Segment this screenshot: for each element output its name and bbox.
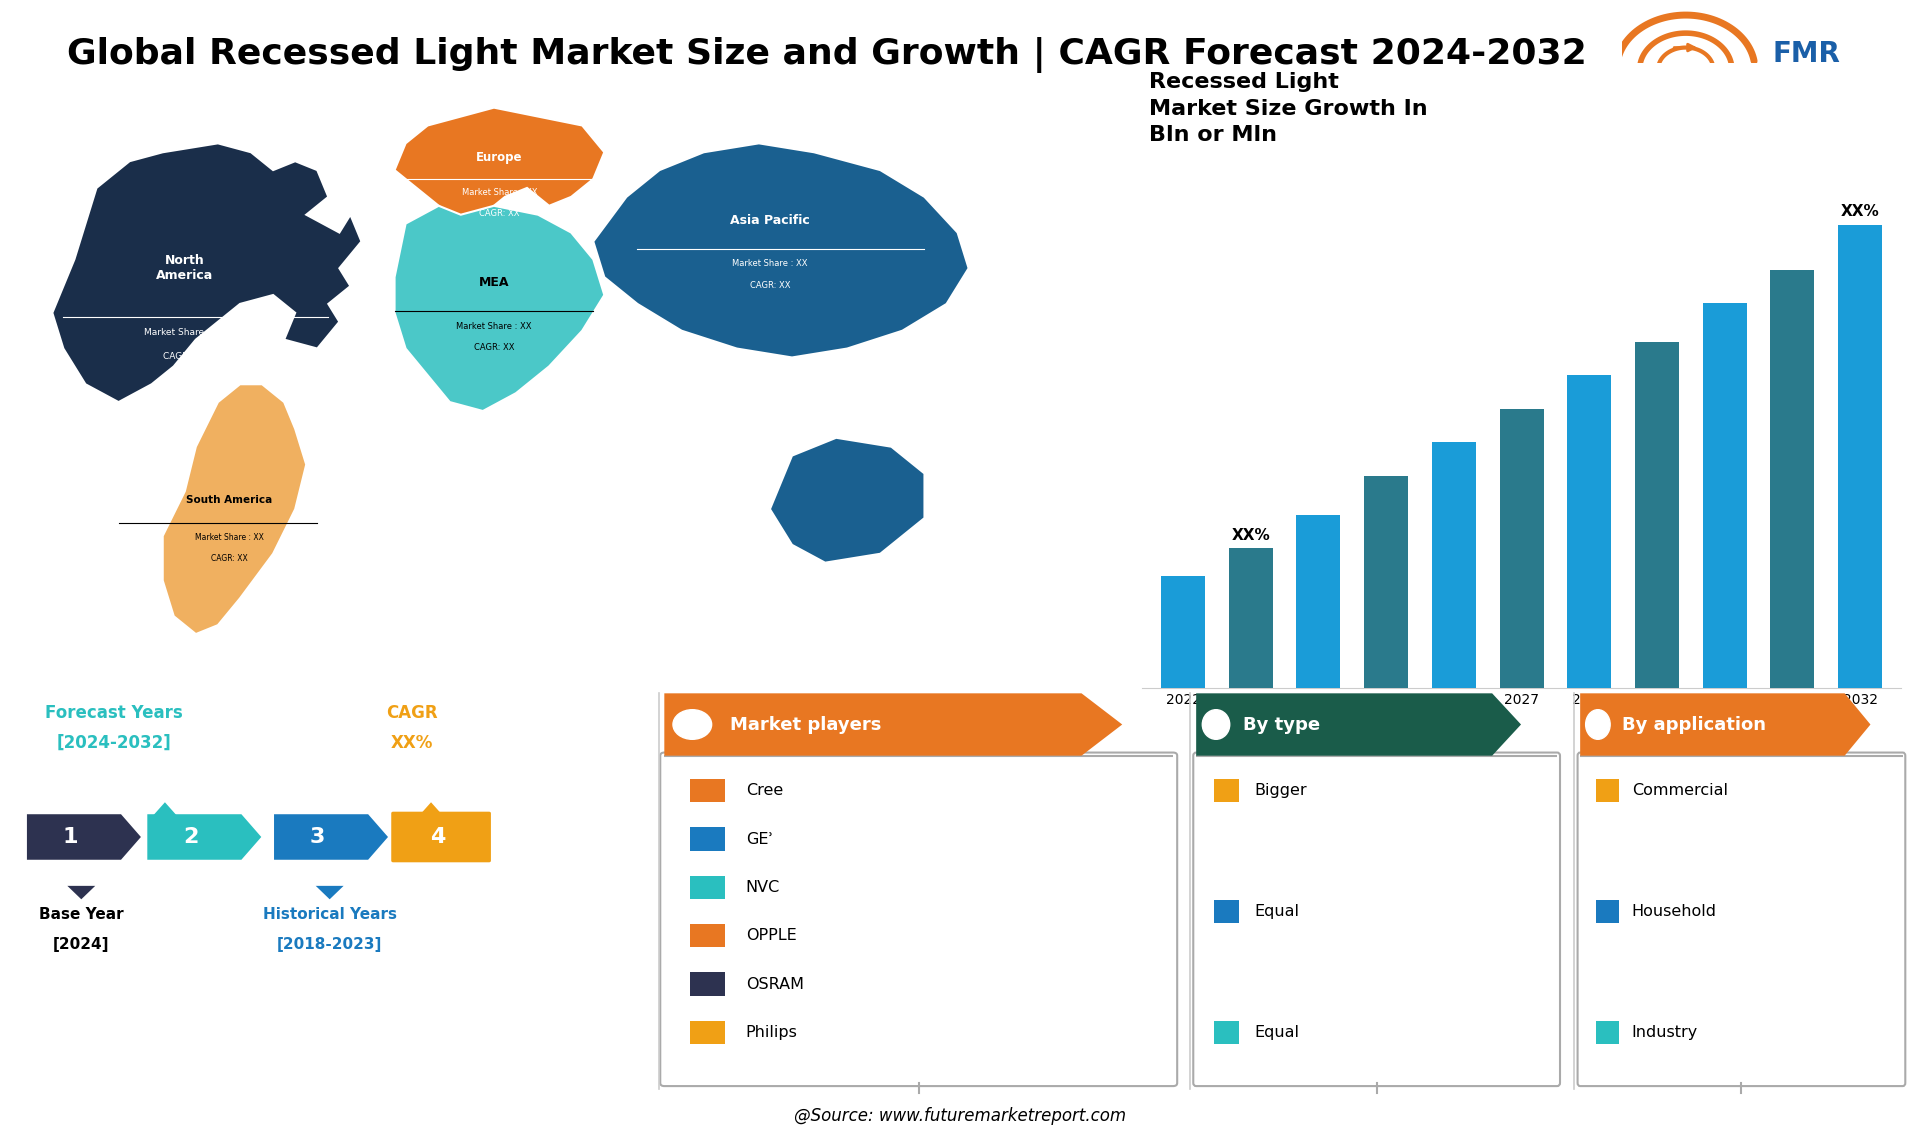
Text: Asia Pacific: Asia Pacific (730, 213, 810, 227)
Bar (1703, 303, 1747, 688)
Polygon shape (394, 206, 605, 411)
Text: North
America: North America (156, 254, 213, 282)
Polygon shape (67, 886, 96, 900)
Text: CAGR: XX: CAGR: XX (749, 281, 791, 290)
FancyBboxPatch shape (689, 779, 726, 802)
Text: Base Year: Base Year (38, 906, 123, 921)
Text: 4: 4 (430, 827, 445, 847)
Bar (1296, 515, 1340, 688)
FancyBboxPatch shape (1213, 900, 1240, 924)
FancyBboxPatch shape (689, 876, 726, 900)
Text: Commercial: Commercial (1632, 783, 1728, 799)
Text: FUTURE MARKET REPORT: FUTURE MARKET REPORT (1772, 95, 1872, 101)
Text: Industry: Industry (1632, 1025, 1697, 1039)
Bar (1229, 548, 1273, 688)
Polygon shape (1580, 693, 1870, 755)
Text: CAGR: XX: CAGR: XX (163, 352, 207, 361)
Text: [2024-2032]: [2024-2032] (58, 735, 171, 752)
Text: XX%: XX% (1841, 204, 1880, 219)
Circle shape (1202, 709, 1229, 739)
Circle shape (1586, 709, 1611, 739)
FancyBboxPatch shape (1596, 1021, 1619, 1044)
Polygon shape (163, 384, 305, 634)
Text: Recessed Light
Market Size Growth In
Bln or Mln: Recessed Light Market Size Growth In Bln… (1150, 72, 1428, 146)
Text: Historical Years: Historical Years (263, 906, 397, 921)
Text: NVC: NVC (745, 880, 780, 895)
Polygon shape (664, 693, 1121, 755)
Text: By application: By application (1622, 715, 1766, 733)
Text: Market Share : XX: Market Share : XX (194, 533, 263, 542)
Text: XX%: XX% (392, 735, 434, 752)
Circle shape (674, 709, 712, 739)
FancyBboxPatch shape (1213, 779, 1240, 802)
Text: [2018-2023]: [2018-2023] (276, 937, 382, 952)
Text: Forecast Years: Forecast Years (46, 704, 182, 722)
FancyBboxPatch shape (390, 810, 492, 864)
Polygon shape (273, 813, 390, 861)
Polygon shape (25, 813, 142, 861)
Polygon shape (394, 108, 605, 223)
Text: Market Share : XX: Market Share : XX (461, 188, 538, 197)
Text: FMR: FMR (1772, 40, 1839, 68)
Text: OSRAM: OSRAM (745, 976, 804, 991)
Text: [2024]: [2024] (54, 937, 109, 952)
Text: CAGR: XX: CAGR: XX (211, 554, 248, 563)
Text: Market players: Market players (730, 715, 881, 733)
Bar (1500, 409, 1544, 688)
Polygon shape (52, 143, 361, 402)
FancyBboxPatch shape (689, 972, 726, 996)
Text: Global Recessed Light Market Size and Growth | CAGR Forecast 2024-2032: Global Recessed Light Market Size and Gr… (67, 37, 1588, 72)
Polygon shape (593, 143, 968, 358)
Text: @Source: www.futuremarketreport.com: @Source: www.futuremarketreport.com (795, 1107, 1125, 1125)
Bar (1162, 576, 1206, 688)
FancyBboxPatch shape (1596, 779, 1619, 802)
Text: Bigger: Bigger (1254, 783, 1306, 799)
Text: 2: 2 (182, 827, 198, 847)
Text: Equal: Equal (1254, 904, 1300, 919)
Bar (1837, 225, 1882, 688)
Text: Europe: Europe (476, 151, 522, 164)
Bar (1567, 376, 1611, 688)
Bar (1432, 442, 1476, 688)
Text: Cree: Cree (745, 783, 783, 799)
Text: CAGR: XX: CAGR: XX (480, 210, 520, 219)
Text: Household: Household (1632, 904, 1716, 919)
Text: CAGR: CAGR (386, 704, 438, 722)
FancyBboxPatch shape (1578, 753, 1905, 1086)
Bar (1770, 269, 1814, 688)
FancyBboxPatch shape (689, 1021, 726, 1044)
Polygon shape (417, 802, 445, 818)
Text: Market Share : XX: Market Share : XX (457, 322, 532, 331)
Text: South America: South America (186, 495, 273, 505)
Bar (1365, 476, 1407, 688)
Text: GEʾ: GEʾ (745, 832, 774, 847)
FancyBboxPatch shape (1213, 1021, 1240, 1044)
FancyBboxPatch shape (660, 753, 1177, 1086)
Text: 1: 1 (61, 827, 79, 847)
Text: XX%: XX% (1231, 527, 1271, 543)
Polygon shape (770, 438, 924, 563)
Text: Equal: Equal (1254, 1025, 1300, 1039)
FancyBboxPatch shape (1596, 900, 1619, 924)
Polygon shape (146, 813, 263, 861)
Polygon shape (315, 886, 344, 900)
FancyBboxPatch shape (689, 924, 726, 948)
Polygon shape (152, 802, 179, 818)
Text: Market Share : XX: Market Share : XX (144, 328, 225, 337)
Text: Philips: Philips (745, 1025, 797, 1039)
Text: 3: 3 (309, 827, 324, 847)
Text: By type: By type (1242, 715, 1321, 733)
Text: OPPLE: OPPLE (745, 928, 797, 943)
Bar (1636, 342, 1678, 688)
Text: Market Share : XX: Market Share : XX (732, 259, 808, 268)
FancyBboxPatch shape (689, 827, 726, 850)
FancyBboxPatch shape (1192, 753, 1561, 1086)
Text: MEA: MEA (478, 276, 509, 289)
Text: CAGR: XX: CAGR: XX (474, 344, 515, 352)
Polygon shape (1196, 693, 1521, 755)
